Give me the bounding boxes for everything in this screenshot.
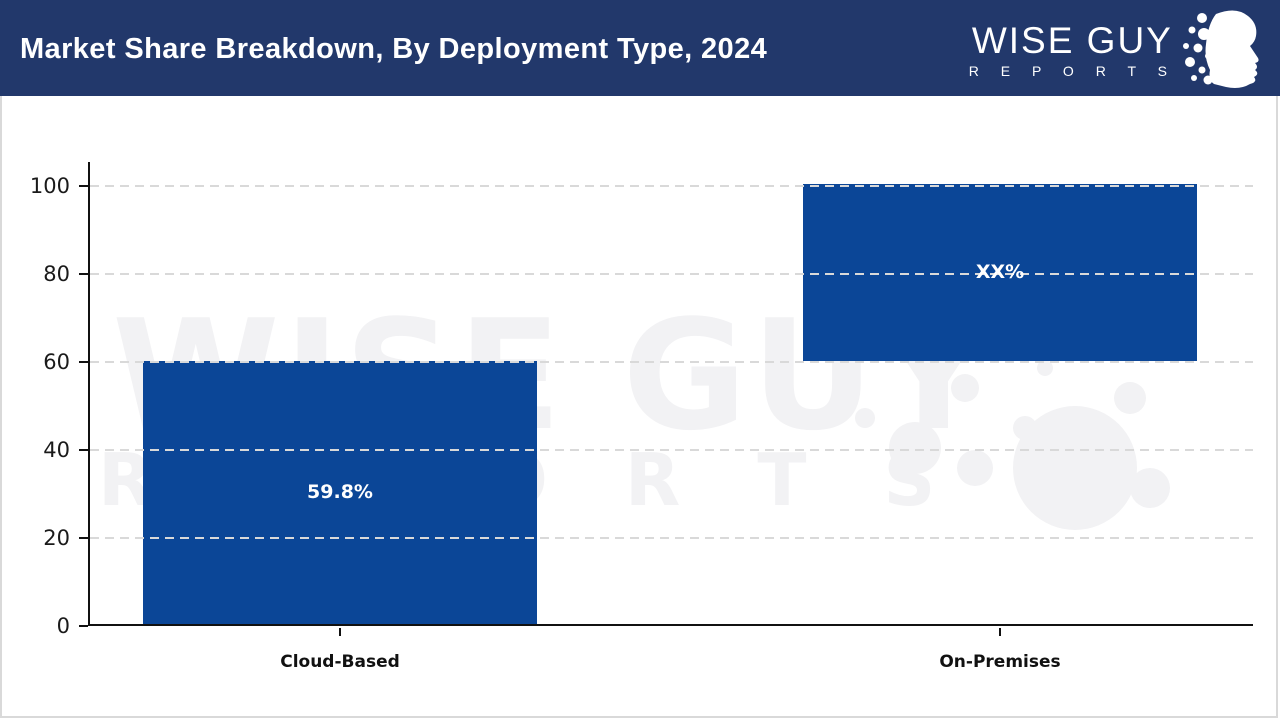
y-tick-label: 20: [43, 526, 70, 550]
y-tick-mark: [79, 361, 88, 363]
wise-guy-face-icon: [1178, 8, 1264, 92]
bar-on-premises: [803, 184, 1197, 361]
y-tick-mark: [79, 273, 88, 275]
y-tick-label: 100: [29, 174, 70, 198]
gridline: [90, 273, 1253, 275]
page-header: Market Share Breakdown, By Deployment Ty…: [0, 0, 1280, 96]
gridline: [90, 361, 1253, 363]
gridline: [90, 449, 1253, 451]
y-tick-label: 40: [43, 438, 70, 462]
y-tick-label: 80: [43, 262, 70, 286]
y-tick-label: 60: [43, 350, 70, 374]
brand-subtitle: R E P O R T S: [968, 62, 1176, 79]
bar-value-label: 59.8%: [307, 481, 373, 504]
bar-value-label: XX%: [975, 261, 1025, 284]
y-tick-mark: [79, 537, 88, 539]
x-axis: [88, 624, 1253, 626]
page-title: Market Share Breakdown, By Deployment Ty…: [20, 33, 768, 65]
gridline: [90, 185, 1253, 187]
gridline: [90, 537, 1253, 539]
brand-logo-text: WISE GUY R E P O R T S: [969, 22, 1176, 79]
x-tick-mark: [999, 628, 1001, 636]
y-tick-label: 0: [56, 614, 70, 638]
y-tick-mark: [79, 625, 88, 627]
category-label: Cloud-Based: [280, 652, 400, 672]
brand-logo: WISE GUY R E P O R T S: [969, 10, 1264, 90]
plot-area: 0 20 40 60 80 100 59.8% Cloud-Based XX% On-Premis…: [30, 162, 1253, 672]
y-axis: [88, 162, 90, 626]
y-tick-mark: [79, 449, 88, 451]
category-label: On-Premises: [939, 652, 1061, 672]
bar-cloud-based: [143, 360, 537, 624]
brand-name: WISE GUY: [971, 19, 1173, 61]
x-tick-mark: [339, 628, 341, 636]
y-tick-mark: [79, 185, 88, 187]
